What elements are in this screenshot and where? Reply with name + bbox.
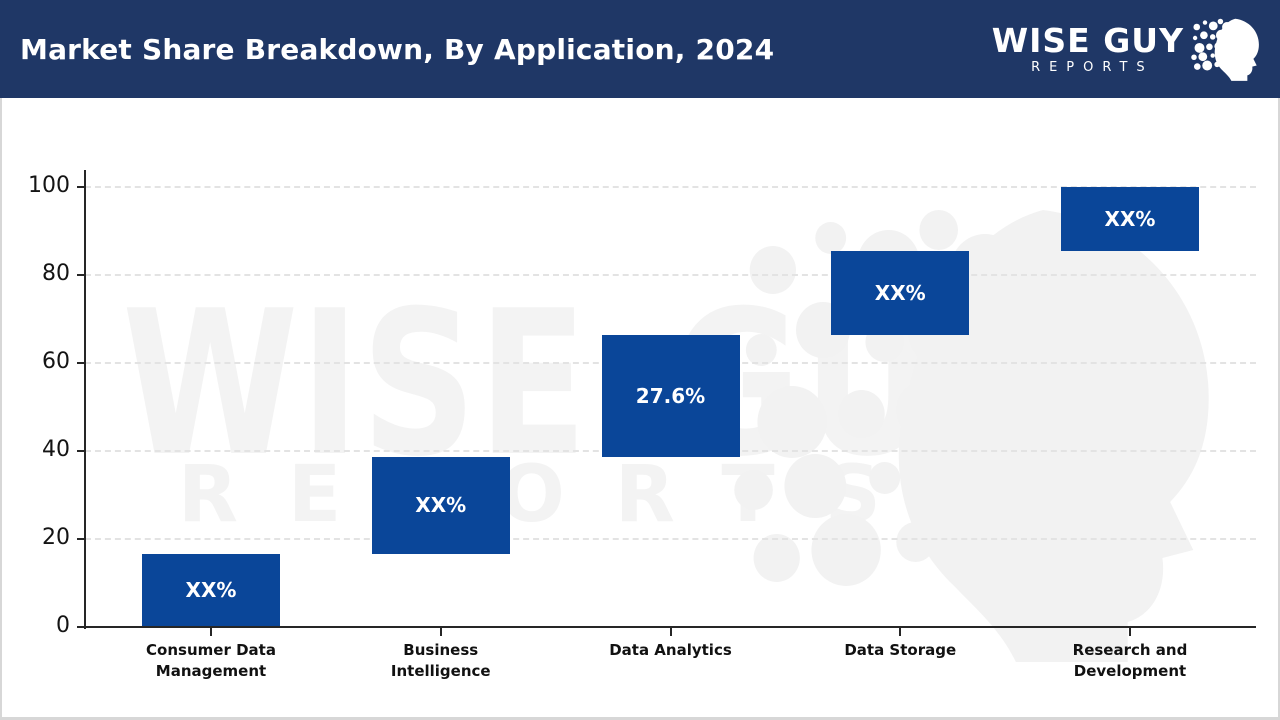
left-border: [0, 98, 2, 720]
bar-value-label: XX%: [185, 578, 237, 603]
wiseguy-logo: WISE GUY REPORTS: [992, 16, 1266, 82]
bar-value-label: 27.6%: [635, 383, 706, 408]
x-tick-label-line: Business: [403, 641, 479, 659]
y-tick-label: 20: [42, 525, 70, 550]
gridline: [85, 274, 1256, 276]
y-tick-mark: [77, 450, 85, 452]
y-tick-mark: [77, 274, 85, 276]
y-tick-mark: [77, 186, 85, 188]
x-tick-label-line: Intelligence: [390, 662, 491, 680]
x-tick-mark: [439, 628, 442, 636]
y-tick-label: 100: [28, 173, 70, 198]
x-tick-mark: [669, 628, 672, 636]
bottom-border: [0, 717, 1280, 720]
logo-secondary-text: REPORTS: [1031, 59, 1154, 75]
x-tick-mark: [899, 628, 902, 636]
gridline: [85, 186, 1256, 188]
x-tick-label-line: Consumer Data: [146, 641, 276, 659]
x-tick-label-line: Data Analytics: [609, 641, 732, 659]
x-axis-line: [84, 626, 1256, 628]
x-tick-label: Research and Development: [1010, 640, 1250, 682]
wiseguy-face-icon: [1191, 18, 1259, 81]
x-tick-label: Business Intelligence: [321, 640, 561, 682]
gridline: [85, 538, 1256, 540]
right-border: [1278, 98, 1280, 720]
x-tick-mark: [1129, 628, 1131, 636]
x-tick-label-line: Data Storage: [844, 641, 957, 659]
y-tick-mark: [77, 362, 85, 364]
bar: 27.6%: [601, 335, 740, 457]
x-tick-label-line: Development: [1073, 662, 1187, 680]
bar: XX%: [1061, 187, 1199, 251]
y-tick-label: 0: [56, 613, 70, 638]
x-tick-label-line: Management: [155, 662, 267, 680]
x-tick-mark: [210, 628, 212, 636]
logo-wordmark: WISE GUY REPORTS: [991, 20, 1184, 75]
chart-header: Market Share Breakdown, By Application, …: [0, 0, 1280, 98]
x-tick-label: Consumer Data Management: [91, 640, 331, 682]
y-tick-mark: [77, 626, 85, 628]
bar: XX%: [142, 553, 280, 627]
y-tick-label: 60: [42, 349, 70, 374]
bar: XX%: [371, 456, 510, 554]
watermark-face-graphic: [734, 210, 1209, 662]
x-tick-label-line: Research and: [1072, 641, 1188, 659]
bar: XX%: [831, 250, 970, 336]
x-tick-label: Data Storage: [780, 640, 1020, 661]
chart-title: Market Share Breakdown, By Application, …: [20, 32, 775, 66]
x-tick-label: Data Analytics: [551, 640, 791, 661]
bar-value-label: XX%: [874, 281, 926, 306]
y-tick-label: 80: [42, 261, 70, 286]
bar-value-label: XX%: [1104, 206, 1156, 231]
y-tick-label: 40: [42, 437, 70, 462]
y-axis-line: [84, 170, 86, 629]
logo-primary-text: WISE GUY: [991, 20, 1184, 60]
y-tick-mark: [77, 538, 85, 540]
bar-value-label: XX%: [415, 493, 467, 518]
